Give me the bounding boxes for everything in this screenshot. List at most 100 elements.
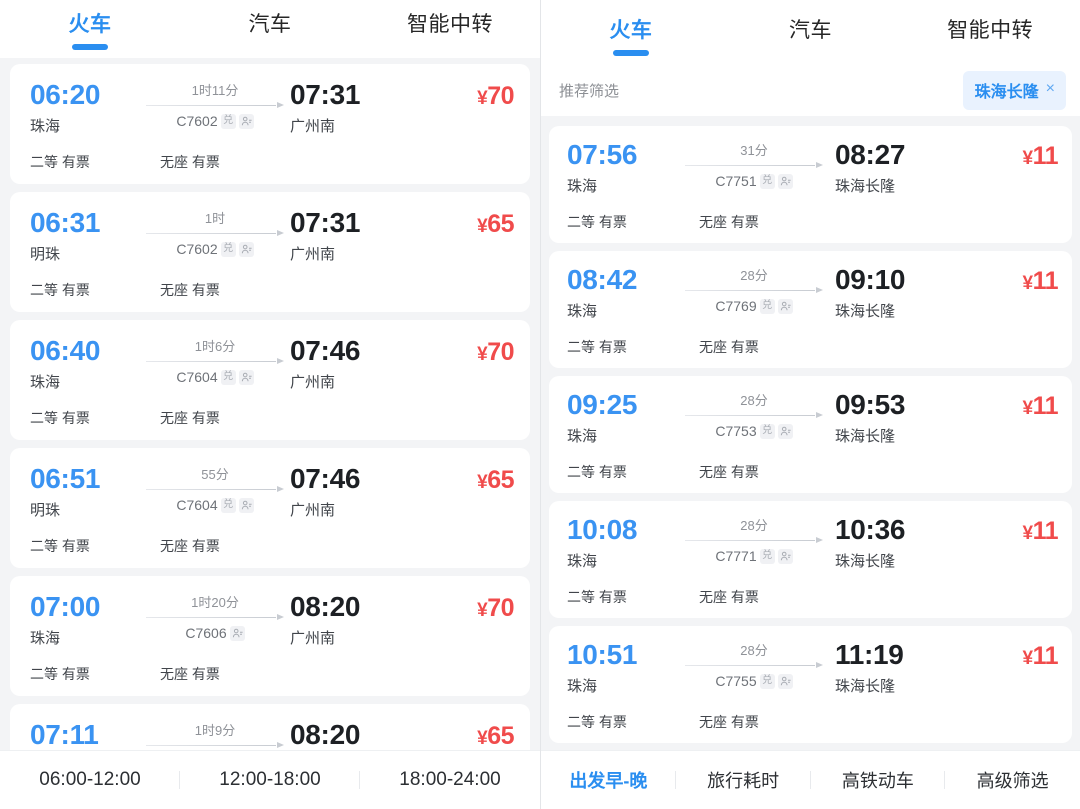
train-card[interactable]: 06:20 珠海 1时11分 C7602 兑 07:31 广州南 ¥70 二等 有票 无座 有票 (10, 64, 530, 184)
train-number: C7751 (715, 173, 757, 189)
seat-availability-row: 二等 有票 无座 有票 (567, 337, 1058, 357)
departure-station: 明珠 (30, 502, 61, 519)
tab-train[interactable]: 火车 (0, 0, 180, 58)
tab-bus-label: 汽车 (248, 13, 292, 36)
seat-class-primary: 二等 有票 (567, 214, 627, 230)
arrival-time: 08:20 (290, 591, 361, 622)
price-amount: 70 (487, 338, 514, 366)
exchange-badge: 兑 (759, 173, 775, 189)
train-card[interactable]: 10:51 珠海 28分 C7755 兑 11:19 珠海长隆 ¥11 二等 有票 无座 有票 (549, 626, 1072, 743)
member-badge (777, 423, 793, 439)
train-card-main-row: 08:42 珠海 28分 C7769 兑 09:10 珠海长隆 ¥11 (567, 265, 1059, 323)
train-card[interactable]: 10:08 珠海 28分 C7771 兑 10:36 珠海长隆 ¥11 二等 有票 无座 有票 (549, 501, 1072, 618)
bottom-bar-item[interactable]: 旅行耗时 (676, 767, 811, 793)
tab-smart-transfer[interactable]: 智能中转 (900, 6, 1080, 64)
bottom-bar-item[interactable]: 06:00-12:00 (0, 769, 180, 791)
seat-availability-row: 二等 有票 无座 有票 (30, 536, 514, 556)
bottom-bar-item[interactable]: 高铁动车 (811, 767, 946, 793)
train-card[interactable]: 06:40 珠海 1时6分 C7604 兑 07:46 广州南 ¥70 二等 有票 无座 有票 (10, 320, 530, 440)
bottom-bar-item[interactable]: 18:00-24:00 (360, 769, 540, 791)
divider (179, 770, 180, 789)
departure-block: 07:11明珠 (30, 720, 140, 750)
train-number-row: C7769 兑 (679, 296, 829, 316)
ticket-price: ¥11 (986, 392, 1058, 423)
exchange-badge: 兑 (220, 241, 236, 257)
departure-time: 06:51 (30, 463, 101, 494)
tab-train[interactable]: 火车 (541, 6, 721, 64)
train-number-row: C7602 兑 (140, 111, 290, 131)
direction-arrow-icon (146, 741, 284, 750)
duration-label: 31分 (740, 143, 768, 158)
price-amount: 11 (1032, 642, 1059, 670)
seat-availability-row: 二等 有票 无座 有票 (30, 408, 514, 428)
departure-block: 06:31 明珠 (30, 208, 140, 266)
right-train-cards: 07:56 珠海 31分 C7751 兑 08:27 珠海长隆 ¥11 二等 有票 无座 有票 08… (541, 126, 1080, 743)
bottom-bar-item[interactable]: 12:00-18:00 (180, 769, 360, 791)
direction-arrow-icon (685, 286, 823, 295)
left-train-list-scroll[interactable]: 06:20 珠海 1时11分 C7602 兑 07:31 广州南 ¥70 二等 有票 无座 有票 0… (0, 42, 540, 750)
bottom-bar-item[interactable]: 出发早-晚 (541, 767, 676, 793)
member-badge (238, 241, 254, 257)
arrival-station: 广州南 (290, 374, 336, 391)
train-card[interactable]: 07:00 珠海 1时20分 C7606 08:20 广州南 ¥70 二等 有票 无座 有票 (10, 576, 530, 696)
train-number: C7755 (715, 673, 757, 689)
train-card-main-row: 06:51 明珠 55分 C7604 兑 07:46 广州南 ¥65 (30, 464, 514, 522)
close-icon[interactable]: × (1045, 79, 1055, 97)
seat-availability-row: 二等 有票 无座 有票 (30, 664, 514, 684)
train-number-row: C7753 兑 (679, 421, 829, 441)
train-card[interactable]: 06:51 明珠 55分 C7604 兑 07:46 广州南 ¥65 二等 有票 无座 有票 (10, 448, 530, 568)
arrival-station: 珠海长隆 (835, 178, 896, 195)
seat-class-primary: 二等 有票 (567, 714, 627, 730)
currency-symbol: ¥ (477, 88, 488, 109)
train-card[interactable]: 06:31 明珠 1时 C7602 兑 07:31 广州南 ¥65 二等 有票 无座 有票 (10, 192, 530, 312)
ticket-price: ¥65 (426, 210, 514, 241)
direction-arrow-icon (685, 411, 823, 420)
currency-symbol: ¥ (477, 600, 488, 621)
seat-class-standing: 无座 有票 (160, 282, 220, 298)
train-card-main-row: 09:25 珠海 28分 C7753 兑 09:53 珠海长隆 ¥11 (567, 389, 1059, 448)
departure-station: 珠海 (567, 678, 598, 695)
departure-block: 08:42 珠海 (567, 265, 679, 323)
departure-block: 09:25 珠海 (567, 390, 679, 448)
train-card[interactable]: 09:25 珠海 28分 C7753 兑 09:53 珠海长隆 ¥11 二等 有票 无座 有票 (549, 376, 1072, 493)
currency-symbol: ¥ (1022, 273, 1033, 294)
bottom-bar-item[interactable]: 高级筛选 (945, 767, 1080, 793)
train-number: C7769 (715, 298, 757, 314)
tab-smart-transfer[interactable]: 智能中转 (360, 0, 540, 58)
duration-label: 55分 (201, 467, 229, 482)
train-number: C7602 (176, 113, 218, 129)
duration-label: 28分 (740, 643, 768, 658)
train-number-row: C7604 兑 (140, 367, 290, 387)
currency-symbol: ¥ (1022, 398, 1033, 419)
tab-bus[interactable]: 汽车 (180, 0, 360, 58)
seat-class-standing: 无座 有票 (160, 538, 220, 554)
direction-arrow-icon (146, 229, 284, 238)
departure-block: 06:40 珠海 (30, 336, 140, 394)
train-number-row: C7751 兑 (679, 171, 829, 191)
seat-class-standing: 无座 有票 (160, 154, 220, 170)
divider (359, 770, 360, 789)
right-bottom-sort-bar: 出发早-晚 旅行耗时 高铁动车 高级筛选 (541, 750, 1080, 809)
exchange-badge: 兑 (759, 423, 775, 439)
active-filter-chip[interactable]: 珠海长隆 × (962, 70, 1066, 110)
price-block: ¥65 (426, 208, 514, 241)
train-card-main-row: 06:40 珠海 1时6分 C7604 兑 07:46 广州南 ¥70 (30, 336, 514, 394)
ticket-price: ¥11 (986, 267, 1058, 298)
price-amount: 11 (1032, 517, 1059, 545)
departure-block: 06:51 明珠 (30, 464, 140, 522)
direction-arrow-icon (146, 357, 284, 366)
right-train-list-scroll[interactable]: 推荐筛选 珠海长隆 × 07:56 珠海 31分 C7751 兑 08:27 珠海长隆 ¥11… (541, 64, 1080, 750)
currency-symbol: ¥ (477, 216, 488, 237)
direction-arrow-icon (146, 101, 284, 110)
left-tab-bar: 火车 汽车 智能中转 (0, 0, 540, 58)
arrival-time: 09:53 (835, 389, 906, 420)
arrival-time: 10:36 (835, 514, 906, 545)
tab-bus[interactable]: 汽车 (721, 6, 901, 64)
train-card[interactable]: 07:56 珠海 31分 C7751 兑 08:27 珠海长隆 ¥11 二等 有票 无座 有票 (549, 126, 1072, 243)
member-badge (777, 673, 793, 689)
bottom-bar-item-label: 出发早-晚 (569, 770, 648, 791)
train-card[interactable]: 08:42 珠海 28分 C7769 兑 09:10 珠海长隆 ¥11 二等 有票 无座 有票 (549, 251, 1072, 368)
exchange-badge: 兑 (759, 548, 775, 564)
ticket-price: ¥70 (426, 594, 514, 625)
